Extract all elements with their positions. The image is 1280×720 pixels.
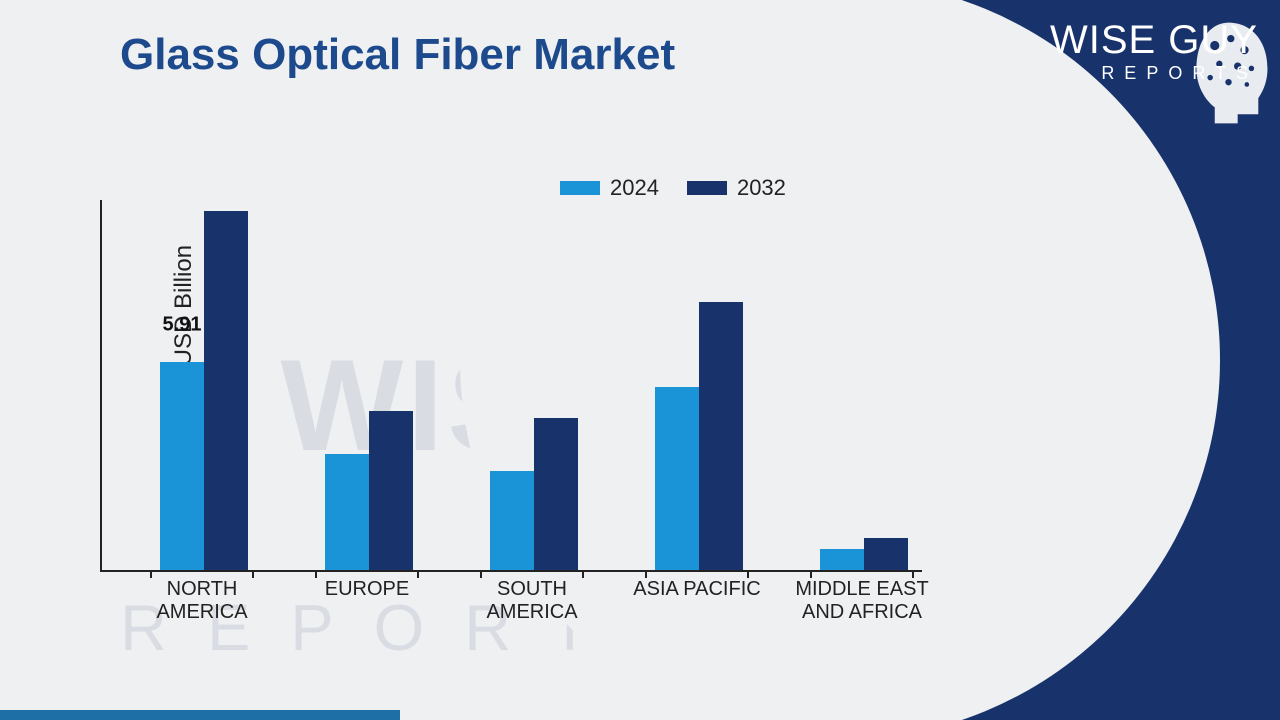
- axis-tick: [480, 570, 482, 578]
- bar-series-a: [655, 387, 699, 570]
- axis-tick: [747, 570, 749, 578]
- category-label: EUROPE: [297, 578, 437, 601]
- right-panel: WISE GUY REPORTS: [960, 0, 1280, 720]
- axis-tick: [150, 570, 152, 578]
- category-label: MIDDLE EAST AND AFRICA: [792, 578, 932, 624]
- bar-series-b: [369, 411, 413, 570]
- bar-group: 5.91NORTH AMERICA: [152, 200, 252, 570]
- page: WISE GUY REPORTS WISE GUY REPORTS Glass …: [0, 0, 1280, 720]
- legend-label-a: 2024: [610, 175, 659, 201]
- axis-tick: [645, 570, 647, 578]
- legend-label-b: 2032: [737, 175, 786, 201]
- brand-sub: REPORTS: [1050, 64, 1258, 82]
- footer-accent-bar: [0, 710, 400, 720]
- axis-tick: [315, 570, 317, 578]
- legend-item-2032: 2032: [687, 175, 786, 201]
- bar-series-b: [204, 211, 248, 570]
- bar-group: MIDDLE EAST AND AFRICA: [812, 200, 912, 570]
- bar-series-a: [820, 549, 864, 570]
- bar-series-a: [160, 362, 204, 570]
- legend: 2024 2032: [560, 175, 786, 201]
- category-label: NORTH AMERICA: [132, 578, 272, 624]
- legend-swatch-b: [687, 181, 727, 195]
- bar-group: ASIA PACIFIC: [647, 200, 747, 570]
- category-label: SOUTH AMERICA: [462, 578, 602, 624]
- bar-series-b: [864, 538, 908, 570]
- axis-tick: [252, 570, 254, 578]
- value-label: 5.91: [163, 313, 202, 336]
- bar-series-b: [699, 302, 743, 570]
- category-label: ASIA PACIFIC: [627, 578, 767, 601]
- brand-main: WISE GUY: [1050, 20, 1258, 60]
- axis-tick: [582, 570, 584, 578]
- bar-series-b: [534, 418, 578, 570]
- legend-item-2024: 2024: [560, 175, 659, 201]
- legend-swatch-a: [560, 181, 600, 195]
- bar-series-a: [490, 471, 534, 570]
- chart-plot: Market Size in USD Billion 5.91NORTH AME…: [100, 200, 922, 572]
- axis-tick: [810, 570, 812, 578]
- bar-group: EUROPE: [317, 200, 417, 570]
- bar-group: SOUTH AMERICA: [482, 200, 582, 570]
- axis-tick: [417, 570, 419, 578]
- axis-tick: [912, 570, 914, 578]
- bar-series-a: [325, 454, 369, 570]
- brand: WISE GUY REPORTS: [1050, 20, 1258, 82]
- chart-title: Glass Optical Fiber Market: [120, 30, 675, 80]
